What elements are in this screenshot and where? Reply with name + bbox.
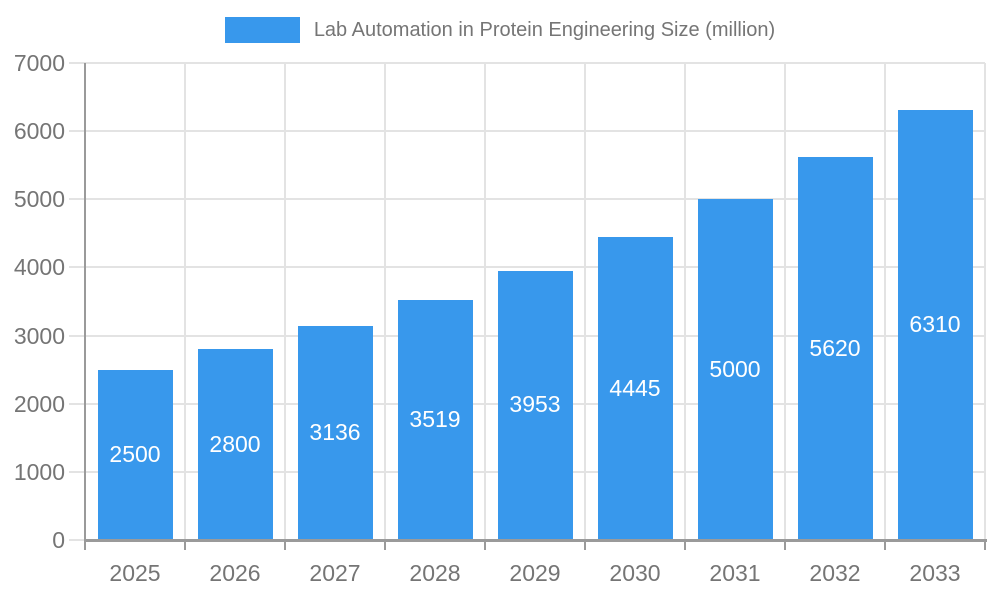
y-axis-tick-label: 5000 — [13, 186, 65, 213]
x-axis-tick-label: 2031 — [709, 560, 761, 586]
legend-swatch-icon — [224, 17, 300, 43]
vertical-gridline — [384, 63, 386, 540]
y-axis-tick — [69, 266, 85, 269]
bar-value-label: 3519 — [409, 406, 461, 433]
bar-value-label: 5620 — [809, 334, 861, 361]
x-axis-tick-label: 2032 — [809, 560, 861, 586]
legend-label: Lab Automation in Protein Engineering Si… — [313, 18, 776, 41]
x-axis-tick-label: 2029 — [509, 560, 561, 586]
y-axis-tick-label: 7000 — [13, 50, 65, 76]
vertical-gridline — [984, 63, 986, 540]
y-axis-tick — [69, 334, 85, 337]
y-axis-tick-label: 6000 — [13, 118, 65, 145]
y-axis-tick-label: 2000 — [13, 390, 65, 417]
bar: 6310 — [897, 110, 973, 539]
bar: 3953 — [497, 270, 573, 539]
bar: 3519 — [397, 300, 473, 539]
x-axis-tick — [284, 540, 286, 550]
x-axis-tick-label: 2025 — [109, 560, 161, 586]
vertical-gridline — [284, 63, 286, 540]
vertical-gridline — [884, 63, 886, 540]
y-axis-tick — [69, 198, 85, 201]
vertical-gridline — [184, 63, 186, 540]
horizontal-gridline — [85, 62, 985, 64]
bar-value-label: 2500 — [109, 440, 161, 467]
bar: 2500 — [97, 369, 173, 539]
x-axis-tick-label: 2030 — [609, 560, 661, 586]
bar: 5000 — [697, 199, 773, 539]
x-axis-tick — [84, 540, 86, 550]
bar: 4445 — [597, 237, 673, 539]
y-axis-tick — [69, 62, 85, 64]
bar-value-label: 5000 — [709, 355, 761, 382]
bar-value-label: 3953 — [509, 391, 561, 418]
y-axis-line — [84, 63, 86, 543]
bar: 5620 — [797, 157, 873, 539]
bar: 2800 — [197, 349, 273, 539]
x-axis-tick — [584, 540, 586, 550]
horizontal-gridline — [85, 198, 985, 201]
y-axis-tick-label: 1000 — [13, 458, 65, 485]
x-axis-tick — [884, 540, 886, 550]
x-axis-line — [85, 539, 987, 542]
y-axis-tick — [69, 402, 85, 405]
vertical-gridline — [484, 63, 486, 540]
x-axis-tick — [484, 540, 486, 550]
legend: Lab Automation in Protein Engineering Si… — [0, 17, 1000, 43]
x-axis-tick — [784, 540, 786, 550]
y-axis-tick-label: 0 — [52, 527, 65, 553]
bar-value-label: 2800 — [209, 430, 261, 457]
vertical-gridline — [784, 63, 786, 540]
y-axis-tick-label: 4000 — [13, 254, 65, 281]
horizontal-gridline — [85, 130, 985, 133]
x-axis-tick — [184, 540, 186, 550]
vertical-gridline — [584, 63, 586, 540]
x-axis-tick-label: 2026 — [209, 560, 261, 586]
y-axis-tick-label: 3000 — [13, 322, 65, 349]
x-axis-tick — [384, 540, 386, 550]
bar: 3136 — [297, 326, 373, 539]
bar-value-label: 3136 — [309, 419, 361, 446]
y-axis-tick — [69, 539, 85, 541]
y-axis-tick — [69, 130, 85, 133]
bar-value-label: 4445 — [609, 374, 661, 401]
vertical-gridline — [684, 63, 686, 540]
horizontal-gridline — [85, 266, 985, 269]
x-axis-tick-label: 2028 — [409, 560, 461, 586]
x-axis-tick — [984, 540, 986, 550]
x-axis-tick-label: 2027 — [309, 560, 361, 586]
bar-value-label: 6310 — [909, 311, 961, 337]
x-axis-tick — [684, 540, 686, 550]
y-axis-tick — [69, 470, 85, 473]
x-axis-tick-label: 2033 — [909, 560, 961, 586]
